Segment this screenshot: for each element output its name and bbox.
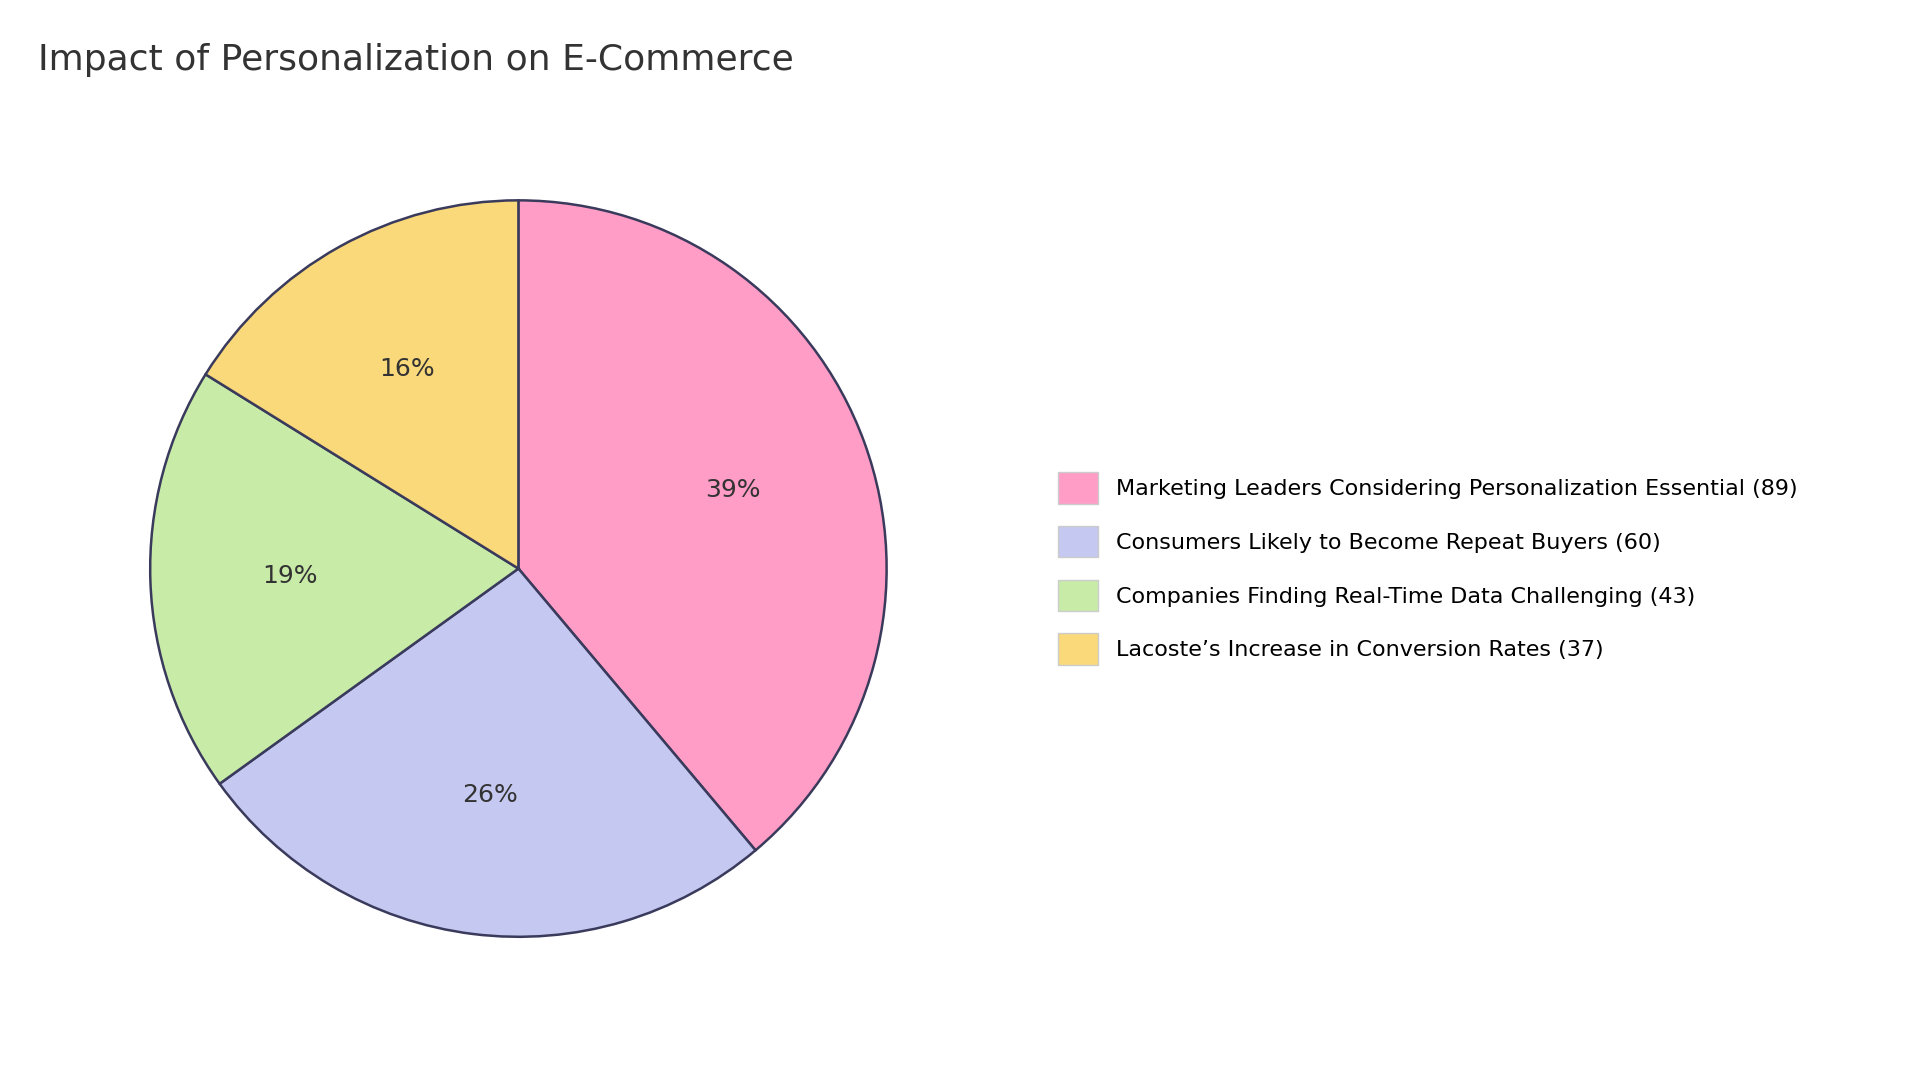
Wedge shape [205, 200, 518, 569]
Text: Impact of Personalization on E-Commerce: Impact of Personalization on E-Commerce [38, 43, 795, 77]
Text: 19%: 19% [263, 564, 319, 588]
Text: 16%: 16% [380, 357, 436, 381]
Wedge shape [150, 375, 518, 784]
Wedge shape [518, 200, 887, 850]
Text: 39%: 39% [705, 479, 760, 503]
Legend: Marketing Leaders Considering Personalization Essential (89), Consumers Likely t: Marketing Leaders Considering Personaliz… [1035, 451, 1820, 687]
Wedge shape [219, 569, 755, 937]
Text: 26%: 26% [463, 783, 518, 807]
